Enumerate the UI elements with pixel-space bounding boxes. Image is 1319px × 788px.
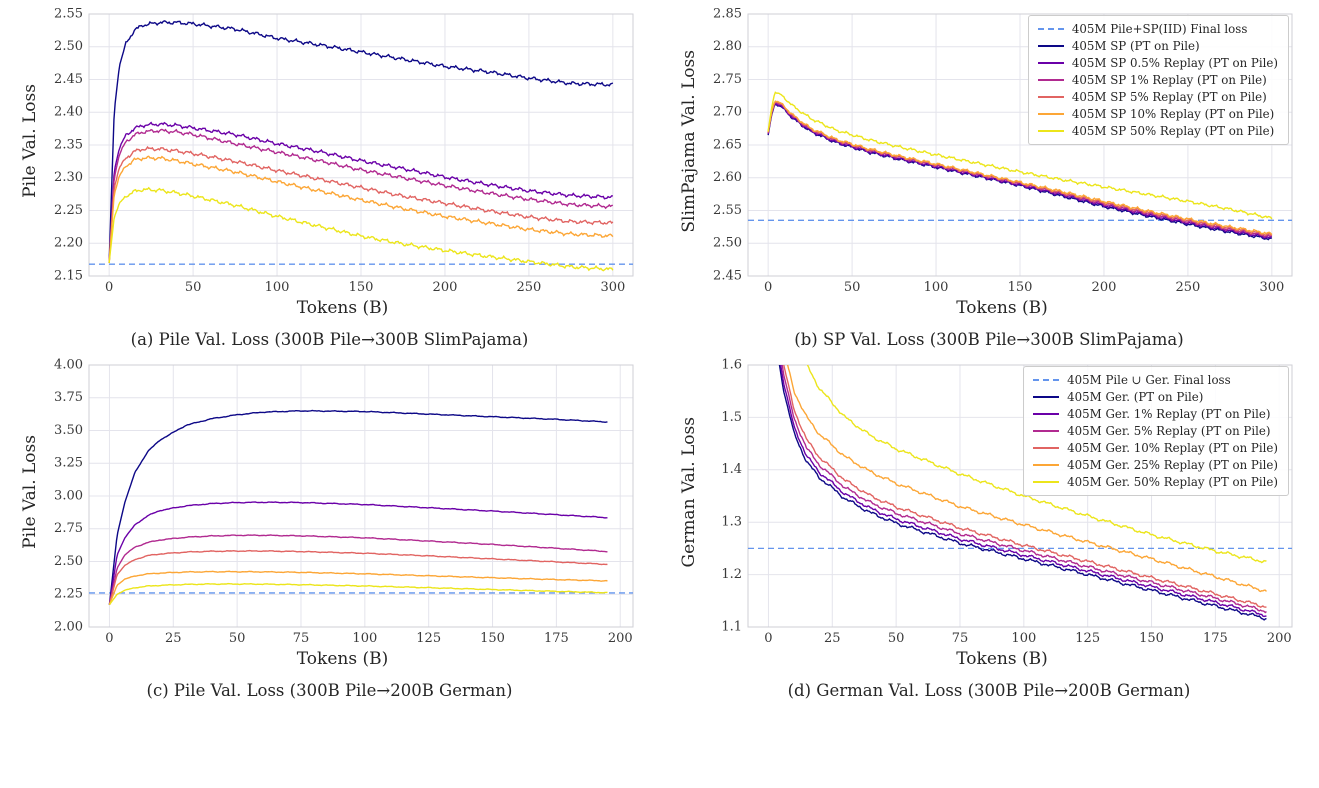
legend-line-swatch xyxy=(1037,79,1064,81)
y-axis-label-text: Pile Val. Loss xyxy=(19,435,40,549)
legend-label: 405M SP 5% Replay (PT on Pile) xyxy=(1071,90,1267,104)
y-axis-label-text: Pile Val. Loss xyxy=(19,84,40,198)
y-axis-label-a: Pile Val. Loss xyxy=(17,6,43,298)
legend-entry: 405M Pile ∪ Ger. Final loss xyxy=(1033,373,1278,387)
caption-c: (c) Pile Val. Loss (300B Pile→200B Germa… xyxy=(146,681,513,700)
legend-entry: 405M SP 0.5% Replay (PT on Pile) xyxy=(1037,56,1278,70)
legend-dashed-line-swatch xyxy=(1037,28,1064,30)
x-axis-label-b: Tokens (B) xyxy=(956,298,1048,318)
legend-label: 405M Ger. 50% Replay (PT on Pile) xyxy=(1067,475,1278,489)
legend-label: 405M Ger. 10% Replay (PT on Pile) xyxy=(1067,441,1278,455)
legend-label: 405M Ger. (PT on Pile) xyxy=(1067,390,1204,404)
legend-label: 405M Pile+SP(IID) Final loss xyxy=(1071,22,1248,36)
panel-d: German Val. Loss 405M Pile ∪ Ger. Final … xyxy=(659,357,1319,704)
legend-entry: 405M Pile+SP(IID) Final loss xyxy=(1037,22,1278,36)
legend-label: 405M SP 0.5% Replay (PT on Pile) xyxy=(1071,56,1278,70)
legend-line-swatch xyxy=(1033,481,1060,483)
panel-a: Pile Val. Loss Tokens (B) (a) Pile Val. … xyxy=(0,6,659,353)
chart-canvas-a xyxy=(42,6,643,298)
legend-entry: 405M SP (PT on Pile) xyxy=(1037,39,1278,53)
legend-label: 405M Ger. 5% Replay (PT on Pile) xyxy=(1067,424,1271,438)
legend-line-swatch xyxy=(1037,45,1064,47)
legend-line-swatch xyxy=(1033,447,1060,449)
caption-a: (a) Pile Val. Loss (300B Pile→300B SlimP… xyxy=(130,330,529,349)
legend-entry: 405M Ger. (PT on Pile) xyxy=(1033,390,1278,404)
legend-line-swatch xyxy=(1033,464,1060,466)
legend-entry: 405M SP 5% Replay (PT on Pile) xyxy=(1037,90,1278,104)
caption-b: (b) SP Val. Loss (300B Pile→300B SlimPaj… xyxy=(794,330,1184,349)
caption-d: (d) German Val. Loss (300B Pile→200B Ger… xyxy=(787,681,1191,700)
legend-entry: 405M Ger. 50% Replay (PT on Pile) xyxy=(1033,475,1278,489)
figure-grid: Pile Val. Loss Tokens (B) (a) Pile Val. … xyxy=(0,6,1319,704)
x-axis-label-c: Tokens (B) xyxy=(296,649,389,669)
chart-canvas-c xyxy=(42,357,643,649)
legend-line-swatch xyxy=(1037,113,1064,115)
legend-label: 405M SP 50% Replay (PT on Pile) xyxy=(1071,124,1275,138)
y-axis-label-b: SlimPajama Val. Loss xyxy=(676,6,702,298)
legend-d: 405M Pile ∪ Ger. Final loss 405M Ger. (PT… xyxy=(1023,366,1289,496)
y-axis-label-text: SlimPajama Val. Loss xyxy=(679,49,699,233)
legend-label: 405M Pile ∪ Ger. Final loss xyxy=(1067,373,1231,387)
legend-label: 405M Ger. 25% Replay (PT on Pile) xyxy=(1067,458,1278,472)
legend-entry: 405M SP 1% Replay (PT on Pile) xyxy=(1037,73,1278,87)
legend-line-swatch xyxy=(1037,96,1064,98)
panel-b: SlimPajama Val. Loss 405M Pile+SP(IID) F… xyxy=(659,6,1319,353)
plot-area-a xyxy=(42,6,643,298)
y-axis-label-d: German Val. Loss xyxy=(676,357,702,649)
x-axis-label-a: Tokens (B) xyxy=(296,298,389,318)
legend-entry: 405M SP 10% Replay (PT on Pile) xyxy=(1037,107,1278,121)
legend-line-swatch xyxy=(1033,396,1060,398)
plot-area-c xyxy=(42,357,643,649)
legend-line-swatch xyxy=(1033,413,1060,415)
panel-c: Pile Val. Loss Tokens (B) (c) Pile Val. … xyxy=(0,357,659,704)
plot-area-d: 405M Pile ∪ Ger. Final loss 405M Ger. (PT… xyxy=(702,357,1302,649)
x-axis-label-d: Tokens (B) xyxy=(956,649,1048,669)
legend-label: 405M SP 10% Replay (PT on Pile) xyxy=(1071,107,1275,121)
legend-dashed-line-swatch xyxy=(1033,379,1060,381)
legend-line-swatch xyxy=(1037,130,1064,132)
y-axis-label-c: Pile Val. Loss xyxy=(17,357,43,649)
legend-line-swatch xyxy=(1037,62,1064,64)
legend-entry: 405M Ger. 10% Replay (PT on Pile) xyxy=(1033,441,1278,455)
legend-entry: 405M Ger. 5% Replay (PT on Pile) xyxy=(1033,424,1278,438)
legend-entry: 405M SP 50% Replay (PT on Pile) xyxy=(1037,124,1278,138)
legend-line-swatch xyxy=(1033,430,1060,432)
legend-entry: 405M Ger. 1% Replay (PT on Pile) xyxy=(1033,407,1278,421)
legend-entry: 405M Ger. 25% Replay (PT on Pile) xyxy=(1033,458,1278,472)
y-axis-label-text: German Val. Loss xyxy=(679,416,699,568)
legend-label: 405M SP 1% Replay (PT on Pile) xyxy=(1071,73,1267,87)
legend-label: 405M SP (PT on Pile) xyxy=(1071,39,1200,53)
legend-b: 405M Pile+SP(IID) Final loss 405M SP (PT … xyxy=(1027,15,1289,145)
legend-label: 405M Ger. 1% Replay (PT on Pile) xyxy=(1067,407,1271,421)
plot-area-b: 405M Pile+SP(IID) Final loss 405M SP (PT … xyxy=(702,6,1302,298)
